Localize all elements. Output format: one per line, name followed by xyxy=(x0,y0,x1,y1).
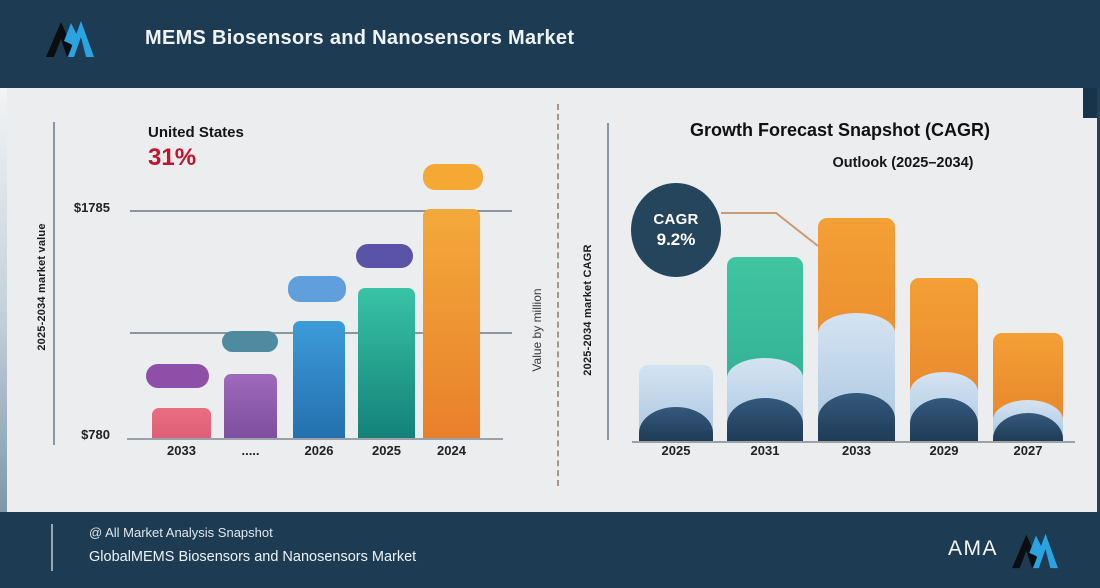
left-bar-2026 xyxy=(293,321,345,438)
footer-bar: @ All Market Analysis Snapshot GlobalMEM… xyxy=(0,512,1100,588)
right-bar-2033-segment-navy xyxy=(818,393,895,441)
cagr-badge-label: CAGR xyxy=(653,210,699,228)
right-chart-subtitle: Outlook (2025–2034) xyxy=(832,155,974,171)
header-bar: MEMS Biosensors and Nanosensors Market xyxy=(0,0,1100,88)
ama-logo-icon xyxy=(46,21,94,57)
cagr-badge: CAGR 9.2% xyxy=(631,183,721,277)
left-bar-2025 xyxy=(358,288,415,438)
left-y-axis-line xyxy=(53,122,55,445)
region-label: United States xyxy=(148,124,244,141)
corner-tab-decoration xyxy=(1083,88,1097,118)
left-bar-cap-2024 xyxy=(423,164,483,190)
footer-snapshot-label: @ All Market Analysis Snapshot xyxy=(89,525,273,540)
right-chart-title: Growth Forecast Snapshot (CAGR) xyxy=(689,120,990,140)
right-y-axis-title: 2025-2034 market CAGR xyxy=(582,244,594,376)
left-bar-2033 xyxy=(152,408,211,438)
right-x-tick-label: 2031 xyxy=(750,443,780,458)
left-bar-cap-2033 xyxy=(146,364,209,388)
left-x-tick-label: 2026 xyxy=(304,443,334,458)
footer-market-label: GlobalMEMS Biosensors and Nanosensors Ma… xyxy=(89,549,417,565)
left-x-tick-label: 2024 xyxy=(437,443,466,458)
left-bar-..... xyxy=(224,374,277,438)
right-y-axis-line xyxy=(607,123,609,440)
right-bar-2025-segment-navy xyxy=(639,407,713,441)
footer-divider-line xyxy=(51,524,53,571)
highlight-percentage: 31% xyxy=(148,144,197,171)
left-x-tick-label: 2033 xyxy=(167,443,196,458)
footer-brand-text: AMA xyxy=(948,537,999,560)
left-y-axis-title: 2025-2034 market value xyxy=(36,223,48,351)
right-edge-decoration xyxy=(1097,88,1100,512)
right-x-tick-label: 2033 xyxy=(842,443,871,458)
left-y-tick-label: $1785 xyxy=(73,200,110,215)
left-bar-2024 xyxy=(423,209,480,438)
charts-area: United States 31% 2025-2034 market value… xyxy=(0,88,1100,512)
left-x-tick-label: ..... xyxy=(241,443,260,458)
page-title: MEMS Biosensors and Nanosensors Market xyxy=(145,27,575,49)
value-by-million-label: Value by million xyxy=(530,288,544,372)
left-y-tick-label: $780 xyxy=(81,427,110,442)
ama-logo-icon xyxy=(1012,533,1058,569)
cagr-badge-value: 9.2% xyxy=(656,229,696,249)
left-gridline-0 xyxy=(130,210,512,212)
left-x-axis-line xyxy=(127,438,503,440)
right-x-tick-label: 2027 xyxy=(1013,443,1043,458)
left-bar-cap-2026 xyxy=(288,276,346,302)
right-bar-2031-segment-navy xyxy=(727,398,803,441)
right-bar-2029-segment-navy xyxy=(910,398,978,441)
right-x-tick-label: 2029 xyxy=(929,443,959,458)
panel-divider xyxy=(557,104,559,486)
right-x-axis-line xyxy=(632,441,1075,443)
left-x-tick-label: 2025 xyxy=(372,443,401,458)
left-bar-cap-..... xyxy=(222,331,278,352)
left-bar-cap-2025 xyxy=(356,244,413,268)
left-edge-decoration xyxy=(0,88,7,512)
right-x-tick-label: 2025 xyxy=(661,443,691,458)
